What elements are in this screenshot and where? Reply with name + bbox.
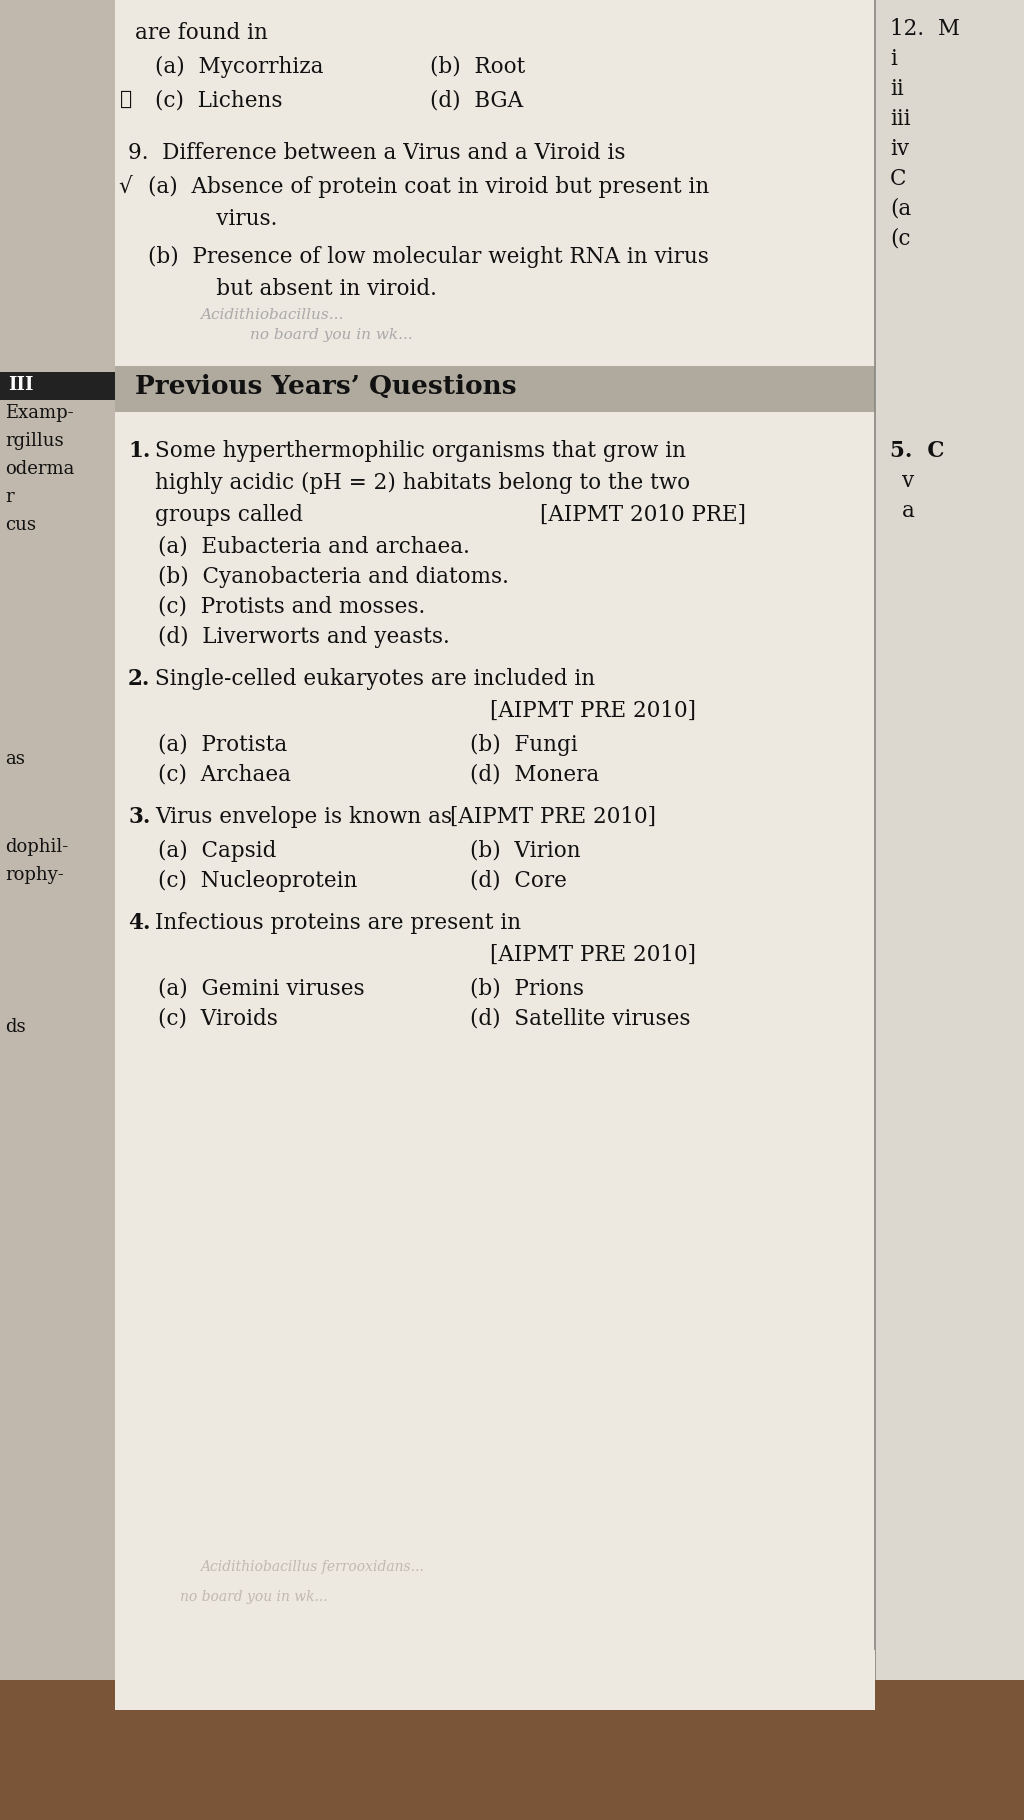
Text: (c)  Nucleoprotein: (c) Nucleoprotein xyxy=(158,870,357,892)
Text: r: r xyxy=(5,488,13,506)
Text: (b)  Root: (b) Root xyxy=(430,56,525,78)
Text: dophil-: dophil- xyxy=(5,837,69,855)
Text: [AIPMT PRE 2010]: [AIPMT PRE 2010] xyxy=(490,701,696,723)
Text: highly acidic (pH = 2) habitats belong to the two: highly acidic (pH = 2) habitats belong t… xyxy=(155,471,690,493)
Text: (a: (a xyxy=(890,198,911,220)
Text: no board you in wk...: no board you in wk... xyxy=(250,328,413,342)
Text: as: as xyxy=(5,750,25,768)
Text: √: √ xyxy=(118,177,132,198)
Text: (a)  Protista: (a) Protista xyxy=(158,733,288,755)
Text: (a)  Eubacteria and archaea.: (a) Eubacteria and archaea. xyxy=(158,537,470,559)
Text: (c)  Archaea: (c) Archaea xyxy=(158,764,291,786)
Text: iv: iv xyxy=(890,138,909,160)
Text: [AIPMT PRE 2010]: [AIPMT PRE 2010] xyxy=(450,806,656,828)
Bar xyxy=(115,366,874,411)
Bar xyxy=(0,0,115,1820)
Text: (b)  Presence of low molecular weight RNA in virus: (b) Presence of low molecular weight RNA… xyxy=(148,246,709,268)
Text: [AIPMT 2010 PRE]: [AIPMT 2010 PRE] xyxy=(540,504,746,526)
Text: Single-celled eukaryotes are included in: Single-celled eukaryotes are included in xyxy=(155,668,595,690)
Text: [AIPMT PRE 2010]: [AIPMT PRE 2010] xyxy=(490,945,696,966)
Text: (c)  Viroids: (c) Viroids xyxy=(158,1008,278,1030)
Text: i: i xyxy=(890,47,897,69)
Text: a: a xyxy=(902,501,914,522)
Text: Previous Years’ Questions: Previous Years’ Questions xyxy=(135,373,517,399)
Text: 5.  C: 5. C xyxy=(890,440,944,462)
Text: ✓: ✓ xyxy=(120,89,132,109)
Bar xyxy=(874,0,1024,1820)
Text: (b)  Virion: (b) Virion xyxy=(470,841,581,863)
Text: are found in: are found in xyxy=(135,22,268,44)
Text: (a)  Capsid: (a) Capsid xyxy=(158,841,276,863)
Text: (c: (c xyxy=(890,228,910,249)
Text: III: III xyxy=(8,377,34,393)
Text: Infectious proteins are present in: Infectious proteins are present in xyxy=(155,912,521,934)
Text: (c)  Protists and mosses.: (c) Protists and mosses. xyxy=(158,595,425,619)
Text: groups called: groups called xyxy=(155,504,303,526)
Bar xyxy=(0,371,115,400)
Text: rgillus: rgillus xyxy=(5,431,63,450)
Text: (b)  Cyanobacteria and diatoms.: (b) Cyanobacteria and diatoms. xyxy=(158,566,509,588)
Text: 2.: 2. xyxy=(128,668,151,690)
Bar xyxy=(115,0,874,1820)
Text: C: C xyxy=(890,167,906,189)
Text: oderma: oderma xyxy=(5,460,75,479)
Text: no board you in wk...: no board you in wk... xyxy=(180,1591,328,1603)
Text: 12.  M: 12. M xyxy=(890,18,961,40)
Text: rophy-: rophy- xyxy=(5,866,63,885)
Text: Examp-: Examp- xyxy=(5,404,74,422)
Text: Acidithiobacillus ferrooxidans...: Acidithiobacillus ferrooxidans... xyxy=(200,1560,424,1574)
Text: Virus envelope is known as: Virus envelope is known as xyxy=(155,806,453,828)
Text: (b)  Fungi: (b) Fungi xyxy=(470,733,578,755)
Text: (c)  Lichens: (c) Lichens xyxy=(155,89,283,113)
Text: 9.  Difference between a Virus and a Viroid is: 9. Difference between a Virus and a Viro… xyxy=(128,142,626,164)
Text: Some hyperthermophilic organisms that grow in: Some hyperthermophilic organisms that gr… xyxy=(155,440,686,462)
Text: cus: cus xyxy=(5,517,36,533)
Text: 3.: 3. xyxy=(128,806,151,828)
Text: (d)  Liverworts and yeasts.: (d) Liverworts and yeasts. xyxy=(158,626,450,648)
Text: ii: ii xyxy=(890,78,904,100)
Text: (a)  Gemini viruses: (a) Gemini viruses xyxy=(158,977,365,999)
Text: (a)  Mycorrhiza: (a) Mycorrhiza xyxy=(155,56,324,78)
Text: v: v xyxy=(902,470,914,491)
Text: ds: ds xyxy=(5,1017,26,1036)
Text: 4.: 4. xyxy=(128,912,151,934)
Text: 1.: 1. xyxy=(128,440,151,462)
Text: (a)  Absence of protein coat in viroid but present in: (a) Absence of protein coat in viroid bu… xyxy=(148,177,710,198)
Text: (d)  Satellite viruses: (d) Satellite viruses xyxy=(470,1008,690,1030)
Bar xyxy=(115,1651,874,1711)
Text: virus.: virus. xyxy=(175,207,278,229)
Bar xyxy=(0,1680,1024,1820)
Text: iii: iii xyxy=(890,107,910,129)
Text: but absent in viroid.: but absent in viroid. xyxy=(175,278,437,300)
Text: (d)  Core: (d) Core xyxy=(470,870,567,892)
Text: (d)  BGA: (d) BGA xyxy=(430,89,523,113)
Text: (b)  Prions: (b) Prions xyxy=(470,977,584,999)
Text: (d)  Monera: (d) Monera xyxy=(470,764,599,786)
Text: Acidithiobacillus...: Acidithiobacillus... xyxy=(200,308,343,322)
